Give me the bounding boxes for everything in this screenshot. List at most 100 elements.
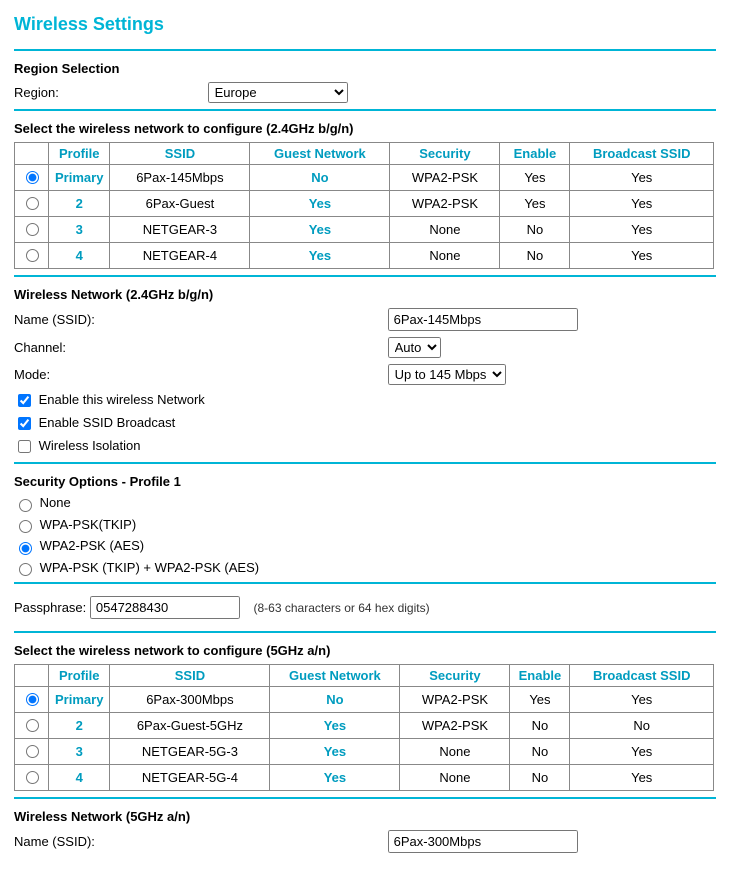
enable-cell: Yes bbox=[500, 191, 570, 217]
enable-cell: No bbox=[510, 765, 570, 791]
table-header-profile: Profile bbox=[49, 665, 110, 687]
table-header-broadcast: Broadcast SSID bbox=[570, 665, 714, 687]
profile-link[interactable]: Primary bbox=[49, 687, 110, 713]
security-cell: WPA2-PSK bbox=[390, 191, 500, 217]
ssid-input-5[interactable] bbox=[388, 830, 578, 853]
table-header-enable: Enable bbox=[510, 665, 570, 687]
table-header-security: Security bbox=[390, 143, 500, 165]
mode-label: Mode: bbox=[14, 367, 384, 382]
guest-network-link[interactable]: Yes bbox=[270, 739, 400, 765]
passphrase-hint: (8-63 characters or 64 hex digits) bbox=[254, 601, 430, 615]
table-row: 26Pax-GuestYesWPA2-PSKYesYes bbox=[15, 191, 714, 217]
enable-wireless-label: Enable this wireless Network bbox=[39, 392, 205, 407]
wireless-isolation-checkbox[interactable] bbox=[18, 440, 31, 453]
region-selection-heading: Region Selection bbox=[14, 61, 716, 76]
table-row: 4NETGEAR-4YesNoneNoYes bbox=[15, 243, 714, 269]
table-header-empty bbox=[15, 143, 49, 165]
broadcast-cell: Yes bbox=[570, 165, 714, 191]
security-radio-wpa2-aes[interactable] bbox=[19, 542, 32, 555]
profile-radio[interactable] bbox=[26, 771, 39, 784]
wireless-isolation-label: Wireless Isolation bbox=[39, 438, 141, 453]
broadcast-cell: Yes bbox=[570, 765, 714, 791]
profile-radio[interactable] bbox=[26, 171, 39, 184]
broadcast-cell: No bbox=[570, 713, 714, 739]
enable-cell: No bbox=[510, 713, 570, 739]
security-cell: None bbox=[400, 765, 510, 791]
region-label: Region: bbox=[14, 85, 204, 100]
divider bbox=[14, 275, 716, 277]
table-header-empty bbox=[15, 665, 49, 687]
security-cell: WPA2-PSK bbox=[400, 713, 510, 739]
guest-network-link[interactable]: Yes bbox=[270, 765, 400, 791]
profile-radio[interactable] bbox=[26, 693, 39, 706]
ssid-label: Name (SSID): bbox=[14, 312, 384, 327]
profile-link[interactable]: 3 bbox=[49, 217, 110, 243]
passphrase-input[interactable] bbox=[90, 596, 240, 619]
channel-label: Channel: bbox=[14, 340, 384, 355]
guest-network-link[interactable]: Yes bbox=[270, 713, 400, 739]
table-5ghz: Profile SSID Guest Network Security Enab… bbox=[14, 664, 714, 791]
guest-network-link[interactable]: No bbox=[270, 687, 400, 713]
region-select[interactable]: Europe bbox=[208, 82, 348, 103]
ssid-input-24[interactable] bbox=[388, 308, 578, 331]
security-heading: Security Options - Profile 1 bbox=[14, 474, 716, 489]
security-label-wpa2-aes: WPA2-PSK (AES) bbox=[40, 538, 145, 553]
profile-link[interactable]: 4 bbox=[49, 243, 110, 269]
enable-wireless-checkbox[interactable] bbox=[18, 394, 31, 407]
channel-select[interactable]: Auto bbox=[388, 337, 441, 358]
ssid-cell: NETGEAR-3 bbox=[110, 217, 250, 243]
net24-heading: Wireless Network (2.4GHz b/g/n) bbox=[14, 287, 716, 302]
table-header-security: Security bbox=[400, 665, 510, 687]
guest-network-link[interactable]: No bbox=[250, 165, 390, 191]
page-title: Wireless Settings bbox=[14, 14, 716, 35]
profile-radio[interactable] bbox=[26, 223, 39, 236]
table-row: 26Pax-Guest-5GHzYesWPA2-PSKNoNo bbox=[15, 713, 714, 739]
security-cell: None bbox=[390, 217, 500, 243]
profile-link[interactable]: 3 bbox=[49, 739, 110, 765]
profile-link[interactable]: 4 bbox=[49, 765, 110, 791]
broadcast-cell: Yes bbox=[570, 217, 714, 243]
mode-select[interactable]: Up to 145 Mbps bbox=[388, 364, 506, 385]
enable-broadcast-checkbox[interactable] bbox=[18, 417, 31, 430]
table-header-profile: Profile bbox=[49, 143, 110, 165]
profile-link[interactable]: 2 bbox=[49, 713, 110, 739]
enable-cell: No bbox=[510, 739, 570, 765]
enable-cell: Yes bbox=[510, 687, 570, 713]
table-header-broadcast: Broadcast SSID bbox=[570, 143, 714, 165]
ssid-cell: 6Pax-Guest bbox=[110, 191, 250, 217]
table-row: 3NETGEAR-3YesNoneNoYes bbox=[15, 217, 714, 243]
ssid-cell: 6Pax-300Mbps bbox=[110, 687, 270, 713]
table-row: Primary6Pax-145MbpsNoWPA2-PSKYesYes bbox=[15, 165, 714, 191]
security-label-wpa-tkip: WPA-PSK(TKIP) bbox=[40, 517, 137, 532]
table-header-ssid: SSID bbox=[110, 143, 250, 165]
security-cell: WPA2-PSK bbox=[400, 687, 510, 713]
divider bbox=[14, 582, 716, 584]
guest-network-link[interactable]: Yes bbox=[250, 243, 390, 269]
profile-radio[interactable] bbox=[26, 249, 39, 262]
divider bbox=[14, 797, 716, 799]
profile-link[interactable]: 2 bbox=[49, 191, 110, 217]
profile-link[interactable]: Primary bbox=[49, 165, 110, 191]
enable-cell: Yes bbox=[500, 165, 570, 191]
table-row: Primary6Pax-300MbpsNoWPA2-PSKYesYes bbox=[15, 687, 714, 713]
divider bbox=[14, 631, 716, 633]
security-label-none: None bbox=[40, 495, 71, 510]
ssid-cell: NETGEAR-5G-4 bbox=[110, 765, 270, 791]
guest-network-link[interactable]: Yes bbox=[250, 191, 390, 217]
security-cell: WPA2-PSK bbox=[390, 165, 500, 191]
security-cell: None bbox=[400, 739, 510, 765]
profile-radio[interactable] bbox=[26, 745, 39, 758]
security-radio-mixed[interactable] bbox=[19, 563, 32, 576]
enable-broadcast-label: Enable SSID Broadcast bbox=[39, 415, 176, 430]
security-label-mixed: WPA-PSK (TKIP) + WPA2-PSK (AES) bbox=[40, 560, 259, 575]
ssid-cell: 6Pax-Guest-5GHz bbox=[110, 713, 270, 739]
profile-radio[interactable] bbox=[26, 197, 39, 210]
ssid-label-5: Name (SSID): bbox=[14, 834, 384, 849]
security-radio-wpa-tkip[interactable] bbox=[19, 520, 32, 533]
security-radio-none[interactable] bbox=[19, 499, 32, 512]
profile-radio[interactable] bbox=[26, 719, 39, 732]
security-cell: None bbox=[390, 243, 500, 269]
guest-network-link[interactable]: Yes bbox=[250, 217, 390, 243]
table-24ghz: Profile SSID Guest Network Security Enab… bbox=[14, 142, 714, 269]
table-header-enable: Enable bbox=[500, 143, 570, 165]
